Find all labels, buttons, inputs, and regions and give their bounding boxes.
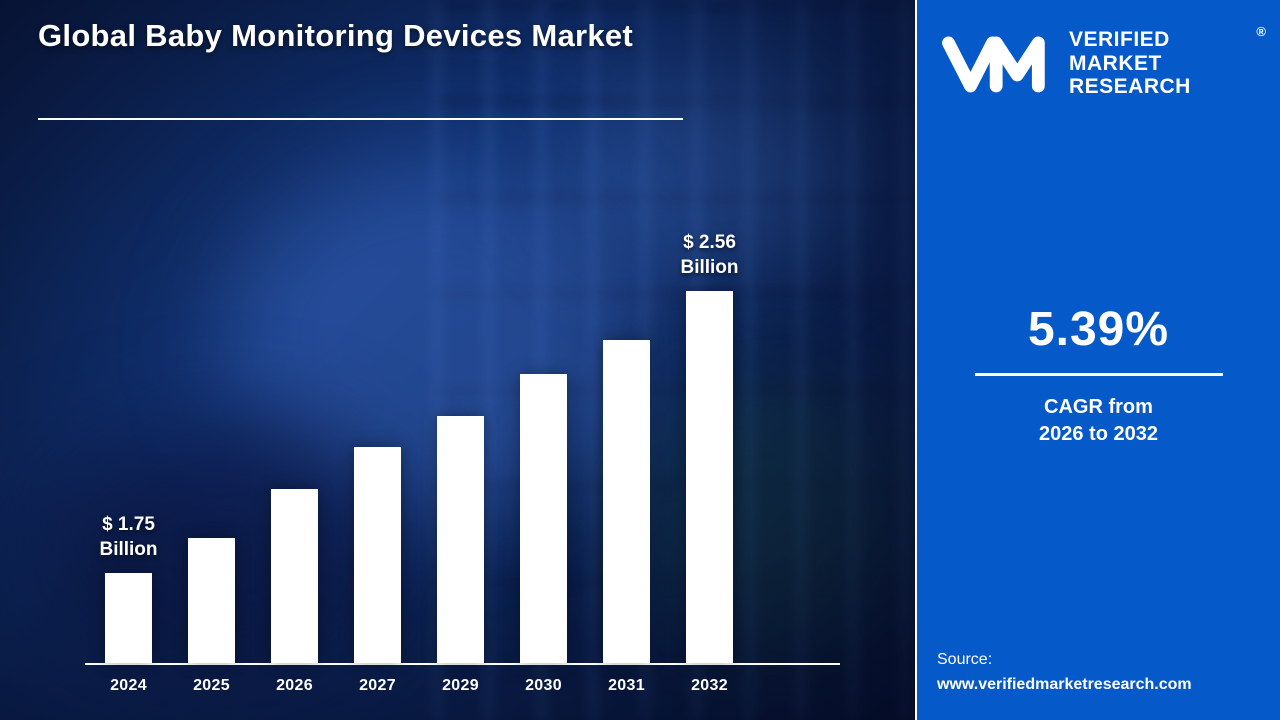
bar-column: $ 2.56 Billion <box>680 232 739 663</box>
logo-line: MARKET <box>1069 51 1162 75</box>
registered-trademark: ® <box>1256 24 1266 39</box>
bar-2024 <box>105 573 152 663</box>
bar-column <box>437 416 484 663</box>
bar-column <box>520 374 567 663</box>
vmr-monogram-icon <box>942 36 1045 92</box>
bar-2025 <box>188 538 235 663</box>
logo-line: VERIFIED <box>1069 28 1170 51</box>
bar-column <box>603 340 650 663</box>
panel-divider <box>915 0 917 720</box>
logo-wordmark: VERIFIED MARKET RESEARCH <box>1069 28 1191 99</box>
bar-column <box>271 489 318 663</box>
right-panel: ® VERIFIED MARKET RESEARCH 5.39% CAGR fr… <box>917 0 1280 720</box>
bar-column <box>188 538 235 663</box>
x-axis-label: 2027 <box>359 677 396 694</box>
background-photo <box>0 0 917 720</box>
bar-2029 <box>437 416 484 663</box>
bar-value-label: $ 1.75 Billion <box>99 513 158 561</box>
x-axis-label: 2031 <box>608 677 645 694</box>
logo-line: RESEARCH <box>1069 75 1191 99</box>
source-url[interactable]: www.verifiedmarketresearch.com <box>937 676 1192 694</box>
x-axis-line <box>85 663 840 665</box>
vmr-logo: VERIFIED MARKET RESEARCH <box>939 28 1191 99</box>
bar-chart: $ 1.75 Billion $ 2.56 Billion 2024 2025 2026 2… <box>85 232 845 695</box>
source-label: Source: <box>937 651 993 669</box>
cagr-stat: 5.39% CAGR from 2026 to 2032 <box>917 302 1280 448</box>
bar-2031 <box>603 340 650 663</box>
chart-plot: $ 1.75 Billion $ 2.56 Billion <box>85 232 845 663</box>
bar-column: $ 1.75 Billion <box>99 514 158 663</box>
page-title: Global Baby Monitoring Devices Market <box>38 18 634 53</box>
cagr-value: 5.39% <box>1027 303 1170 356</box>
x-axis-label: 2029 <box>442 677 479 694</box>
cagr-label: CAGR from 2026 to 2032 <box>1039 396 1158 445</box>
chart-x-labels: 2024 2025 2026 2027 2029 2030 2031 2032 <box>85 677 845 695</box>
x-axis-label: 2024 <box>110 677 147 694</box>
bar-column <box>354 447 401 663</box>
bar-2027 <box>354 447 401 663</box>
bar-value-label: $ 2.56 Billion <box>680 231 739 279</box>
source-block: Source: www.verifiedmarketresearch.com <box>937 648 1192 698</box>
x-axis-label: 2025 <box>193 677 230 694</box>
x-axis-label: 2026 <box>276 677 313 694</box>
title-underline <box>38 118 683 120</box>
x-axis-label: 2032 <box>691 677 728 694</box>
cagr-underline <box>974 373 1223 376</box>
bar-2030 <box>520 374 567 663</box>
x-axis-label: 2030 <box>525 677 562 694</box>
bar-2032 <box>686 291 733 663</box>
bar-2026 <box>271 489 318 663</box>
